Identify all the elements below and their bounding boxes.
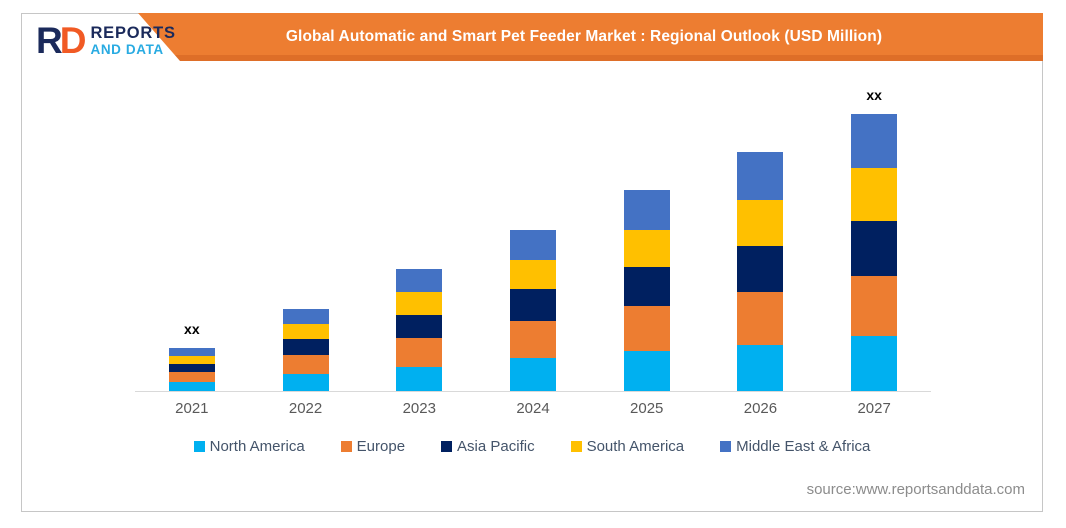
source-text: source:www.reportsanddata.com: [806, 481, 1025, 498]
logo-rd-icon: RD: [36, 22, 86, 59]
legend-item-europe: Europe: [340, 438, 406, 455]
bar-segment-north-america-2023: [396, 367, 443, 391]
bar-segment-middle-east-africa-2025: [623, 190, 670, 230]
bar-value-label-2021: xx: [184, 321, 200, 337]
bar-segment-asia-pacific-2025: [623, 267, 670, 306]
legend-label: Asia Pacific: [457, 438, 535, 455]
bar-segment-asia-pacific-2024: [510, 289, 556, 321]
bar-segment-middle-east-africa-2022: [282, 309, 329, 324]
bar-segment-middle-east-africa-2027: [851, 114, 898, 168]
bar-segment-europe-2025: [623, 306, 670, 351]
bar-segment-middle-east-africa-2024: [510, 230, 556, 260]
category-label-2023: 2023: [402, 400, 436, 417]
bar-segment-middle-east-africa-2026: [737, 152, 784, 200]
legend-marker-south-america: [570, 441, 582, 452]
legend-label: Europe: [356, 438, 406, 455]
bar-segment-south-america-2026: [737, 200, 784, 246]
bar-segment-south-america-2024: [510, 260, 556, 289]
bar-value-label-2027: xx: [866, 87, 882, 103]
bar-segment-asia-pacific-2027: [851, 221, 898, 276]
logo-r: R: [36, 20, 63, 61]
logo-text: REPORTS AND DATA: [90, 24, 176, 57]
bar-segment-middle-east-africa-2021: [168, 348, 215, 356]
bar-segment-europe-2027: [851, 276, 898, 336]
legend: North America Europe Asia Pacific South Ame…: [21, 438, 1043, 455]
legend-marker-europe: [340, 441, 352, 452]
legend-marker-asia-pacific: [441, 441, 453, 452]
legend-marker-middle-east-africa: [720, 441, 732, 452]
bar-segment-north-america-2022: [282, 374, 329, 391]
bar-segment-europe-2023: [396, 338, 443, 367]
plot-area: 2021 2022 2023 2024 2025 2026 2027 xx xx: [135, 82, 931, 417]
bar-segment-asia-pacific-2026: [737, 246, 784, 292]
bar-segment-europe-2026: [737, 292, 784, 345]
bar-segment-south-america-2027: [851, 168, 898, 221]
legend-item-south-america: South America: [570, 438, 685, 455]
title-banner: Global Automatic and Smart Pet Feeder Ma…: [138, 13, 1043, 61]
chart-title: Global Automatic and Smart Pet Feeder Ma…: [285, 28, 883, 45]
bar-segment-south-america-2025: [623, 230, 670, 267]
bar-segment-asia-pacific-2021: [168, 364, 215, 372]
logo-line2: AND DATA: [90, 41, 164, 57]
legend-marker-north-america: [193, 441, 205, 452]
bar-segment-south-america-2022: [282, 324, 329, 339]
category-label-2022: 2022: [288, 400, 323, 417]
bar-segment-north-america-2021: [168, 382, 215, 391]
legend-item-asia-pacific: Asia Pacific: [441, 438, 535, 455]
category-label-2024: 2024: [516, 400, 550, 417]
legend-label: South America: [586, 438, 685, 455]
bar-segment-north-america-2025: [623, 351, 670, 391]
logo-line1: REPORTS: [90, 24, 176, 43]
category-label-2025: 2025: [630, 400, 664, 417]
legend-item-middle-east-africa: Middle East & Africa: [720, 438, 870, 455]
bar-segment-south-america-2021: [168, 356, 215, 364]
reports-and-data-logo: RD REPORTS AND DATA: [36, 22, 176, 59]
category-label-2027: 2027: [857, 400, 891, 417]
legend-label: Middle East & Africa: [736, 438, 871, 455]
bar-segment-asia-pacific-2023: [396, 315, 443, 338]
category-label-2021: 2021: [175, 400, 209, 417]
bar-segment-europe-2022: [282, 355, 329, 374]
bar-segment-north-america-2026: [737, 345, 784, 391]
category-label-2026: 2026: [743, 400, 778, 417]
legend-item-north-america: North America: [193, 438, 305, 455]
logo-d: D: [59, 20, 87, 61]
bar-segment-middle-east-africa-2023: [396, 269, 443, 292]
legend-label: North America: [209, 438, 305, 455]
bar-segment-north-america-2024: [510, 358, 556, 391]
bar-segment-south-america-2023: [396, 292, 443, 315]
bar-segment-europe-2021: [168, 372, 215, 382]
bar-segment-north-america-2027: [851, 336, 898, 391]
bar-segment-europe-2024: [510, 321, 556, 358]
bar-segment-asia-pacific-2022: [282, 339, 329, 355]
